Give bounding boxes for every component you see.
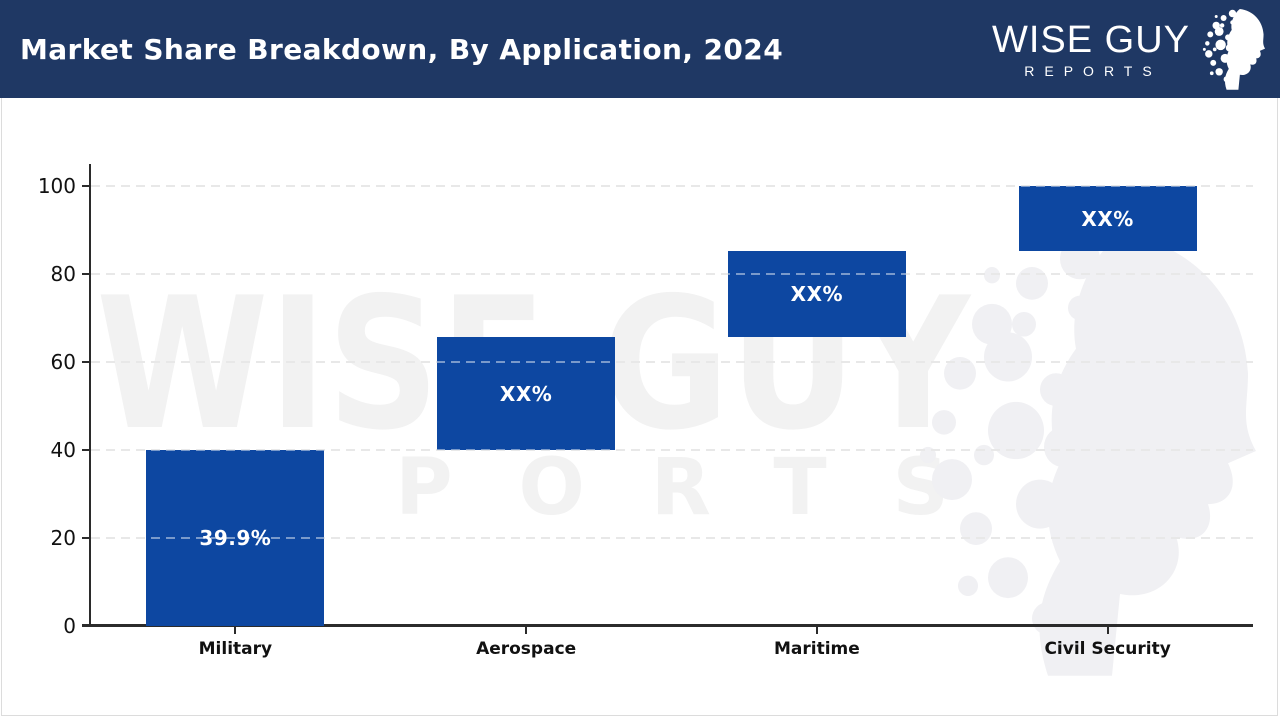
y-tick-mark-80 [82,273,90,275]
chart-area: WISE GUY REPORTS 0 20 40 60 80 100 Military 39.… [0,98,1280,720]
wiseguy-head-icon [1194,6,1268,92]
gridline-overlay-40 [91,449,1253,451]
y-tick-label-40: 40 [50,438,76,462]
x-label-military: Military [198,639,273,659]
x-tick-mark-civil-security [1106,627,1109,634]
bar-military: 39.9% [146,450,325,626]
wiseguy-logo: WISE GUY REPORTS [992,4,1268,94]
gridline-20 [91,537,1253,539]
y-tick-mark-100 [82,185,90,187]
logo-subtext: REPORTS [1024,62,1162,79]
bar-aerospace: XX% [437,337,616,450]
y-tick-label-0: 0 [63,614,76,638]
gridline-60 [91,361,1253,363]
x-label-civil-security: Civil Security [1044,639,1171,659]
bar-maritime: XX% [727,251,906,338]
bar-value-label-aerospace: XX% [499,381,553,406]
x-label-maritime: Maritime [773,639,860,659]
header: Market Share Breakdown, By Application, … [0,0,1280,98]
y-tick-mark-0 [82,625,90,627]
gridline-overlay-100 [91,185,1253,187]
y-tick-mark-60 [82,361,90,363]
gridline-overlay-80 [91,273,1253,275]
bar-value-label-maritime: XX% [790,282,844,307]
bar-civil-security: XX% [1018,186,1197,252]
chart-title: Market Share Breakdown, By Application, … [20,32,784,66]
y-axis-line [89,164,91,627]
y-tick-mark-20 [82,537,90,539]
y-tick-mark-40 [82,449,90,451]
bar-value-label-military: 39.9% [199,526,272,551]
x-label-aerospace: Aerospace [476,639,577,659]
gridline-100 [91,185,1253,187]
gridline-80 [91,273,1253,275]
logo-text: WISE GUY REPORTS [992,21,1190,78]
x-tick-mark-aerospace [525,627,528,634]
y-tick-label-100: 100 [37,174,76,198]
gridline-overlay-60 [91,361,1253,363]
logo-wordmark: WISE GUY [991,18,1190,61]
gridline-overlay-20 [91,537,1253,539]
y-tick-label-20: 20 [50,526,76,550]
gridline-40 [91,449,1253,451]
x-tick-mark-military [234,627,237,634]
bar-value-label-civil-security: XX% [1081,206,1134,231]
y-tick-label-60: 60 [50,350,76,374]
x-tick-mark-maritime [815,627,818,634]
y-tick-label-80: 80 [50,262,76,286]
x-axis-line [82,624,1253,627]
